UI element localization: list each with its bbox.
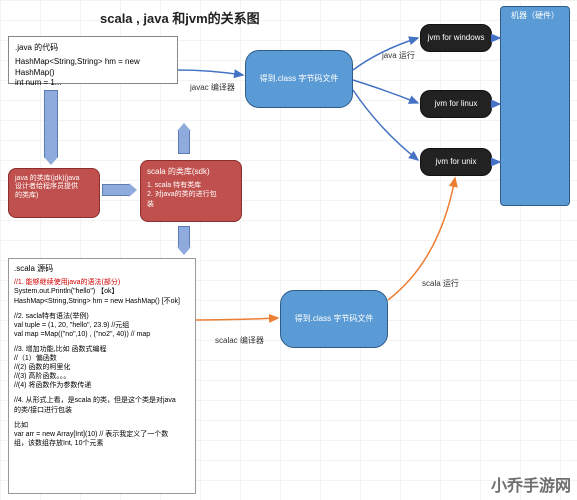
java-run-label: java 运行 (382, 50, 415, 61)
s3-c: //(3) 高阶函数。。。 (14, 372, 190, 381)
s2-b: val map =Map(("no",10) , ("no2", 40)) //… (14, 330, 190, 339)
s4-title: //4. 从形式上看，是scala 的类，但是这个类是对java (14, 396, 190, 405)
class-file-2: 得到.class 字节码文件 (280, 290, 388, 348)
s4-c: 组，该数组存放Int, 10个元素 (14, 439, 190, 448)
s3-d: //(4) 将函数作为参数传递 (14, 381, 190, 390)
arrow-scalalib-down (178, 226, 190, 248)
java-lib-l3: 的类库) (15, 192, 93, 200)
arrow-java-to-lib (44, 90, 58, 158)
arrow-javalib-to-scalalib (102, 184, 130, 196)
javac-label: javac 编译器 (190, 82, 235, 93)
machine-box: 机器（硬件） (500, 6, 570, 206)
java-code-header: .java 的代码 (15, 43, 171, 53)
scala-lib-header: scala 的类库(sdk) (147, 167, 235, 177)
java-code-box: .java 的代码 HashMap<String,String> hm = ne… (8, 36, 178, 84)
java-lib-l2: 设计者给程序员提供 (15, 183, 93, 191)
scala-lib-box: scala 的类库(sdk) 1. scala 特有类库 2. 对java的类的… (140, 160, 242, 222)
s3-b: //(2) 函数的柯里化 (14, 363, 190, 372)
java-lib-box: java 的类库(jdk)(java 设计者给程序员提供 的类库) (8, 168, 100, 218)
scala-run-label: scala 运行 (422, 278, 459, 289)
s3-a: //（1）偏函数 (14, 354, 190, 363)
s2-title: //2. sacla特有语法(举例) (14, 312, 190, 321)
scala-src-header: .scala 源码 (14, 264, 190, 274)
jvm-unix: jvm for unix (420, 148, 492, 176)
scalac-label: scalac 编译器 (215, 335, 264, 346)
s2-a: val tuple = (1, 20, "hello", 23.9) //元组 (14, 321, 190, 330)
arrow-scalalib-up (178, 130, 190, 154)
watermark: 小乔手游网 (491, 472, 571, 496)
s1-b: HashMap<String,String> hm = new HashMap(… (14, 297, 190, 306)
java-code-line1: HashMap<String,String> hm = new HashMap(… (15, 57, 171, 78)
s3-title: //3. 增加功能,比如 函数式编程 (14, 345, 190, 354)
class-file-1: 得到.class 字节码文件 (245, 50, 353, 108)
scala-lib-i3: 装 (147, 200, 235, 209)
s1-a: System.out.Println("hello") 【ok】 (14, 287, 190, 296)
s4-ex: 比如 (14, 421, 190, 430)
scala-source-box: .scala 源码 //1. 能够继续使用java的语法(部分) System.… (8, 258, 196, 494)
s4-a: 的类/接口进行包装 (14, 406, 190, 415)
scala-lib-i1: 1. scala 特有类库 (147, 181, 235, 190)
scala-lib-i2: 2. 对java的类的进行包 (147, 190, 235, 199)
jvm-linux: jvm for linux (420, 90, 492, 118)
jvm-windows: jvm for windows (420, 24, 492, 52)
s4-b: var arr = new Array[Int](10) // 表示我定义了一个… (14, 430, 190, 439)
java-code-line2: int num = 1... (15, 78, 171, 88)
diagram-title: scala , java 和jvm的关系图 (100, 8, 260, 27)
s1-title: //1. 能够继续使用java的语法(部分) (14, 278, 190, 287)
